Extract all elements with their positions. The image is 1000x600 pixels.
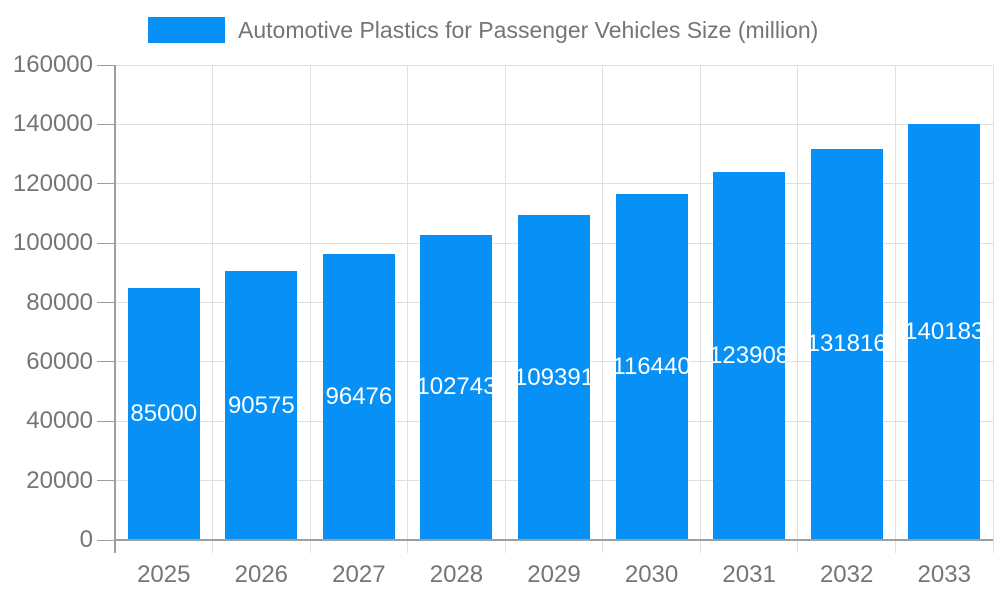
bar [810,148,883,540]
h-gridline [115,123,993,125]
v-gridline [894,65,896,553]
bar-value-label: 109391 [513,363,595,391]
v-gridline [797,65,799,553]
v-gridline [602,65,604,553]
v-gridline [699,65,701,553]
y-tick-label: 100000 [12,229,93,257]
y-tick-label: 80000 [26,288,93,316]
legend-label: Automotive Plastics for Passenger Vehicl… [238,17,819,43]
bar [615,194,688,540]
y-tick-mark [97,420,115,422]
bar [225,271,298,540]
y-tick-label: 20000 [26,466,93,494]
y-tick-label: 160000 [12,51,93,78]
y-tick-label: 140000 [12,110,93,138]
y-tick-label: 0 [79,526,93,553]
bar-value-label: 116440 [612,353,691,381]
y-tick-label: 60000 [26,347,93,375]
v-gridline [212,65,214,553]
bar-value-label: 96476 [325,382,393,410]
y-tick-mark [97,123,115,125]
y-tick-mark [97,64,115,66]
bar-value-label: 131816 [806,330,887,358]
bar [322,253,395,540]
x-tick-label: 2029 [527,561,581,588]
y-tick-mark [97,480,115,482]
x-axis-line [115,539,993,541]
v-gridline [309,65,311,553]
bar-value-label: 140183 [904,317,985,345]
y-tick-mark [97,539,115,541]
bar [908,123,981,540]
v-gridline [992,65,994,553]
bar [518,215,590,540]
y-tick-label: 120000 [12,169,93,197]
bar-value-label: 102743 [416,373,497,401]
y-tick-mark [97,242,115,244]
x-tick-label: 2028 [429,561,484,588]
x-tick-label: 2033 [917,561,971,588]
v-gridline [504,65,506,553]
bar-value-label: 85000 [130,399,198,427]
h-gridline [115,183,993,185]
x-tick-label: 2025 [137,561,191,588]
y-tick-label: 40000 [26,407,93,435]
bar [420,234,493,540]
bar-value-label: 123908 [709,342,790,370]
bar-value-label: 90575 [227,391,295,419]
bar [713,172,786,540]
x-tick-label: 2030 [624,561,679,588]
y-tick-mark [97,302,115,303]
h-gridline [115,64,993,66]
y-tick-mark [97,183,115,185]
x-tick-label: 2026 [234,561,289,588]
v-gridline [407,65,409,553]
x-tick-label: 2032 [819,561,874,588]
legend-swatch [148,17,225,43]
x-tick-label: 2031 [722,561,776,588]
x-tick-label: 2027 [332,561,386,588]
y-tick-mark [97,361,115,363]
bar [127,287,200,540]
y-axis-line [114,65,116,553]
